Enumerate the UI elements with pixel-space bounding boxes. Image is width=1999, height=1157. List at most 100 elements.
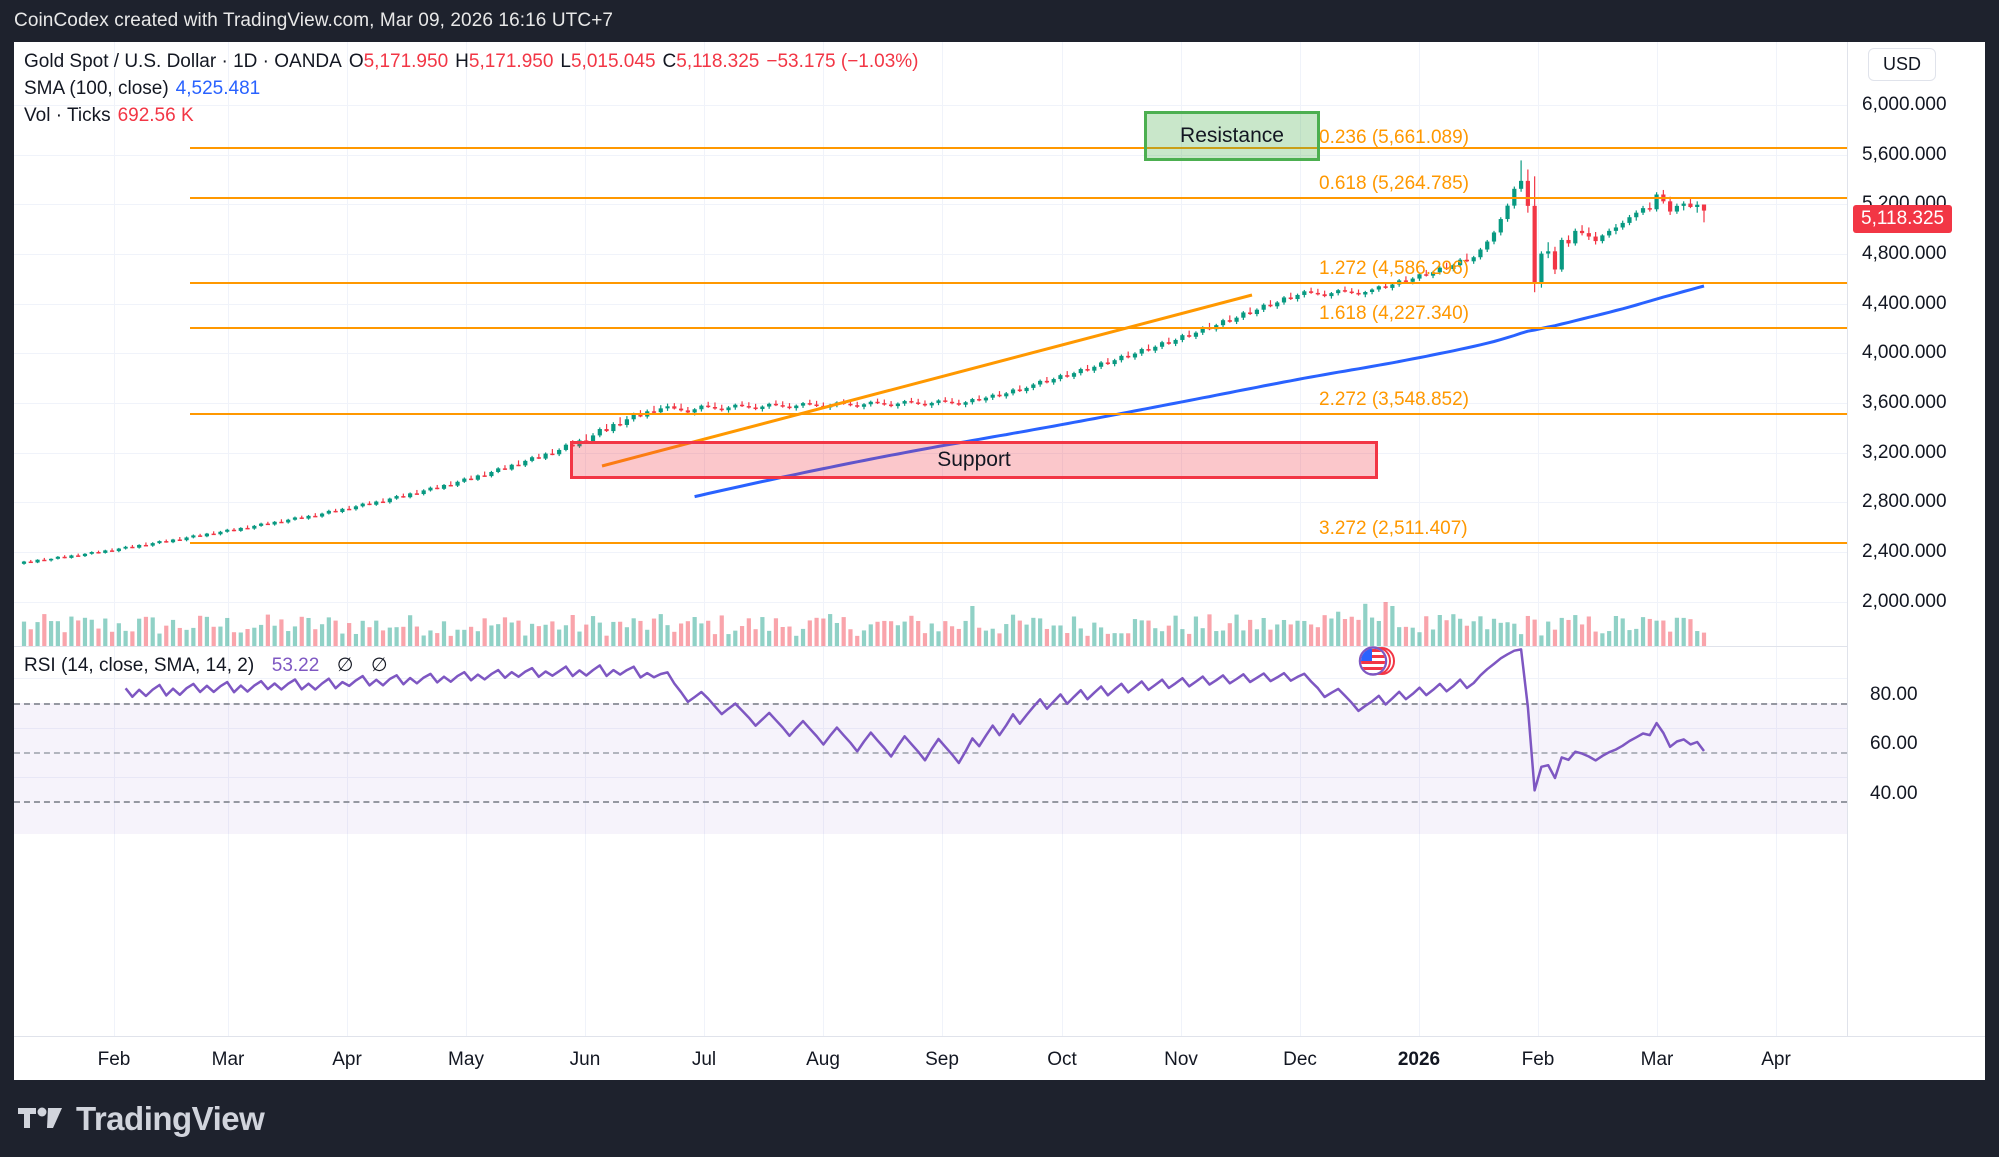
chart-legend: Gold Spot / U.S. Dollar · 1D · OANDA O5,1… — [24, 48, 919, 129]
ohlc-c-value: 5,118.325 — [676, 51, 760, 72]
fib-line-0236 — [190, 147, 1847, 149]
gridline-horizontal — [14, 254, 1847, 255]
fib-label-0618: 0.618 (5,264.785) — [1319, 173, 1470, 194]
price-tick-label: 4,400.000 — [1862, 293, 1947, 314]
tradingview-logo-icon — [18, 1107, 62, 1128]
tradingview-brand: TradingView — [76, 1099, 265, 1137]
resistance-zone[interactable]: Resistance — [1144, 111, 1320, 161]
rsi-tick-label: 80.00 — [1870, 684, 1918, 705]
us-flag-event-icon[interactable] — [1352, 646, 1396, 676]
sma-legend-label: SMA (100, close) — [24, 78, 169, 99]
price-tick-label: 4,800.000 — [1862, 243, 1947, 264]
gridline-vertical — [1419, 42, 1420, 1036]
ohlc-l-key: L — [560, 51, 571, 72]
candlestick-series — [21, 160, 1707, 565]
rsi-null-2: ∅ — [371, 655, 388, 676]
gridline-horizontal-rsi — [14, 777, 1847, 778]
volume-bars — [21, 602, 1707, 646]
legend-symbol-row[interactable]: Gold Spot / U.S. Dollar · 1D · OANDA O5,1… — [24, 48, 919, 75]
gridline-vertical — [823, 42, 824, 1036]
gridline-vertical — [347, 42, 348, 1036]
rsi-pane-separator — [14, 646, 1985, 647]
time-tick-label: Mar — [211, 1049, 245, 1070]
time-tick-label: Oct — [1047, 1049, 1077, 1070]
footer-bar: TradingView — [0, 1080, 1999, 1157]
time-tick-label: Mar — [1640, 1049, 1674, 1070]
price-tick-label: 2,400.000 — [1862, 541, 1947, 562]
price-axis[interactable]: USD 6,000.000 5,600.000 5,200.000 4,800.… — [1847, 42, 1985, 1080]
rsi-legend-label: RSI (14, close, SMA, 14, 2) — [24, 655, 255, 676]
fib-label-1272: 1.272 (4,586.296) — [1319, 258, 1470, 279]
fib-line-3272 — [190, 542, 1847, 544]
gridline-horizontal — [14, 204, 1847, 205]
gridline-horizontal — [14, 453, 1847, 454]
price-tick-label: 3,600.000 — [1862, 392, 1947, 413]
gridline-horizontal — [14, 155, 1847, 156]
price-tick-label: 6,000.000 — [1862, 94, 1947, 115]
time-tick-label: Jun — [569, 1049, 601, 1070]
rsi-null-1: ∅ — [336, 655, 354, 676]
sma-line — [694, 284, 1705, 499]
gridline-vertical — [1300, 42, 1301, 1036]
rsi-overlay — [124, 648, 1705, 792]
legend-sma-row[interactable]: SMA (100, close) 4,525.481 — [24, 75, 919, 102]
series-overlay — [21, 160, 1707, 646]
fib-label-0236: 0.236 (5,661.089) — [1319, 127, 1470, 148]
time-tick-label: Apr — [1761, 1049, 1791, 1070]
currency-badge[interactable]: USD — [1868, 48, 1937, 81]
sma-legend-value: 4,525.481 — [175, 78, 261, 99]
ohlc-change: −53.175 (−1.03%) — [766, 51, 919, 72]
ohlc-h-value: 5,171.950 — [468, 51, 554, 72]
fib-line-1272 — [190, 282, 1847, 284]
rsi-legend-value: 53.22 — [271, 655, 320, 676]
gridline-horizontal — [14, 304, 1847, 305]
gridline-horizontal — [14, 105, 1847, 106]
gridline-vertical — [1538, 42, 1539, 1036]
ohlc-o-key: O — [348, 51, 364, 72]
ohlc-l-value: 5,015.045 — [570, 51, 656, 72]
price-tick-label: 5,600.000 — [1862, 144, 1947, 165]
volume-legend-label: Vol · Ticks — [24, 105, 111, 126]
gridline-vertical — [942, 42, 943, 1036]
attribution-bar: CoinCodex created with TradingView.com, … — [0, 0, 1999, 42]
rsi-level-70 — [14, 703, 1847, 705]
gridline-vertical — [1181, 42, 1182, 1036]
rsi-legend: RSI (14, close, SMA, 14, 2) 53.22 ∅ ∅ — [24, 654, 388, 677]
gridline-horizontal — [14, 552, 1847, 553]
price-tick-label: 3,200.000 — [1862, 442, 1947, 463]
time-tick-label: May — [448, 1049, 484, 1070]
price-tick-label: 2,800.000 — [1862, 491, 1947, 512]
ohlc-o-value: 5,171.950 — [363, 51, 449, 72]
volume-legend-value: 692.56 K — [117, 105, 194, 126]
time-tick-label: Feb — [1521, 1049, 1555, 1070]
gridline-horizontal — [14, 602, 1847, 603]
gridline-horizontal — [14, 502, 1847, 503]
fib-line-0618 — [190, 197, 1847, 199]
resistance-label: Resistance — [1180, 124, 1284, 147]
support-zone[interactable]: Support — [570, 441, 1378, 479]
price-tick-label: 2,000.000 — [1862, 591, 1947, 612]
gridline-horizontal-rsi — [14, 678, 1847, 679]
fib-label-2272: 2.272 (3,548.852) — [1319, 389, 1470, 410]
time-axis[interactable]: Feb Mar Apr May Jun Jul Aug Sep Oct Nov … — [14, 1036, 1985, 1080]
time-tick-label-year: 2026 — [1397, 1049, 1441, 1070]
rsi-tick-label: 40.00 — [1870, 783, 1918, 804]
fib-line-2272 — [190, 413, 1847, 415]
rsi-level-30 — [14, 801, 1847, 803]
support-label: Support — [937, 448, 1011, 471]
time-tick-label: Nov — [1164, 1049, 1198, 1070]
fib-label-1618: 1.618 (4,227.340) — [1319, 303, 1470, 324]
gridline-vertical — [228, 42, 229, 1036]
gridline-horizontal — [14, 353, 1847, 354]
trendline — [601, 293, 1253, 468]
chart-surface[interactable]: 0.236 (5,661.089) 0.618 (5,264.785) 1.27… — [14, 42, 1985, 1080]
time-tick-label: Sep — [925, 1049, 959, 1070]
legend-volume-row[interactable]: Vol · Ticks 692.56 K — [24, 102, 919, 129]
price-tick-label: 4,000.000 — [1862, 342, 1947, 363]
time-tick-label: Dec — [1283, 1049, 1317, 1070]
gridline-vertical — [1776, 42, 1777, 1036]
gridline-vertical — [1657, 42, 1658, 1036]
legend-symbol: Gold Spot / U.S. Dollar · 1D · OANDA — [24, 51, 342, 72]
ohlc-h-key: H — [455, 51, 469, 72]
